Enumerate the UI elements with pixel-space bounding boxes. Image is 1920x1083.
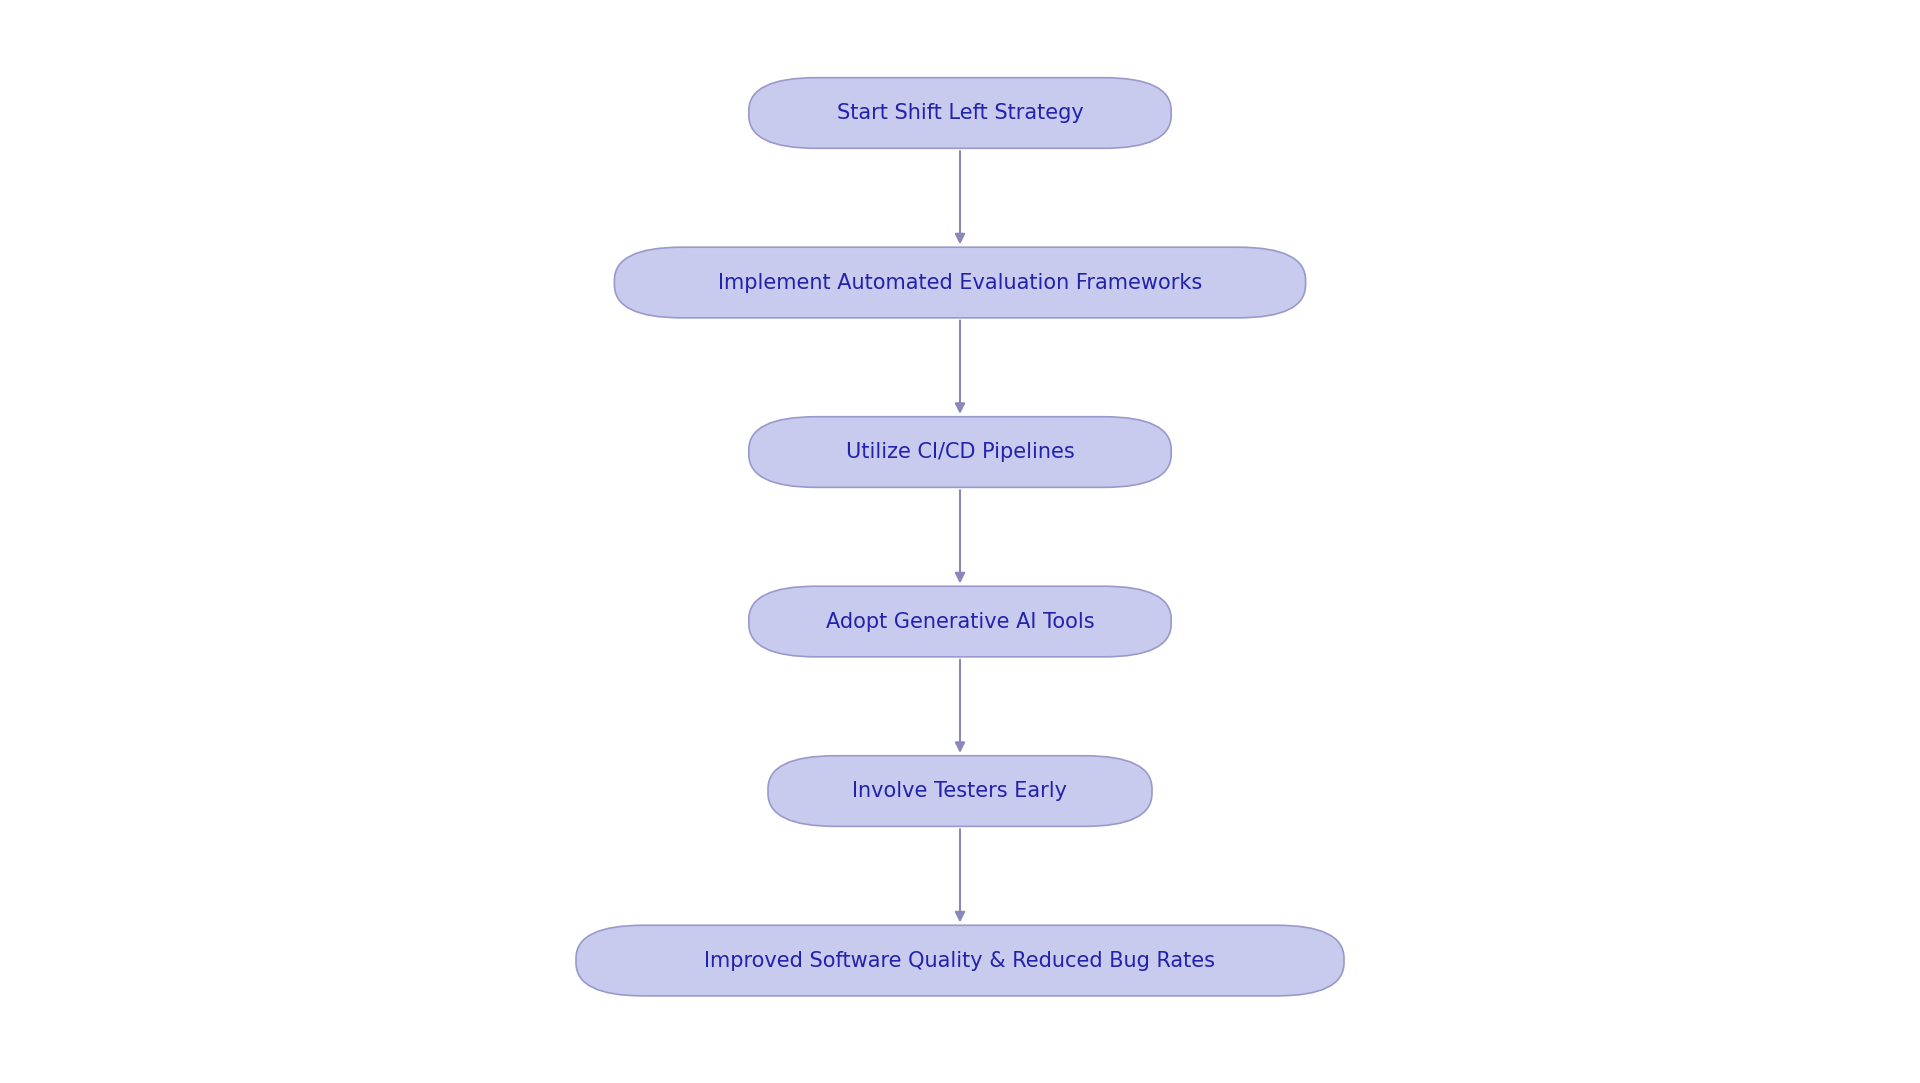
FancyBboxPatch shape bbox=[614, 247, 1306, 317]
FancyBboxPatch shape bbox=[749, 417, 1171, 487]
FancyBboxPatch shape bbox=[749, 586, 1171, 657]
Text: Improved Software Quality & Reduced Bug Rates: Improved Software Quality & Reduced Bug … bbox=[705, 951, 1215, 970]
Text: Involve Testers Early: Involve Testers Early bbox=[852, 781, 1068, 801]
Text: Utilize CI/CD Pipelines: Utilize CI/CD Pipelines bbox=[845, 442, 1075, 462]
FancyBboxPatch shape bbox=[768, 756, 1152, 826]
FancyBboxPatch shape bbox=[749, 78, 1171, 148]
Text: Implement Automated Evaluation Frameworks: Implement Automated Evaluation Framework… bbox=[718, 273, 1202, 292]
FancyBboxPatch shape bbox=[576, 925, 1344, 996]
Text: Start Shift Left Strategy: Start Shift Left Strategy bbox=[837, 103, 1083, 123]
Text: Adopt Generative AI Tools: Adopt Generative AI Tools bbox=[826, 612, 1094, 631]
